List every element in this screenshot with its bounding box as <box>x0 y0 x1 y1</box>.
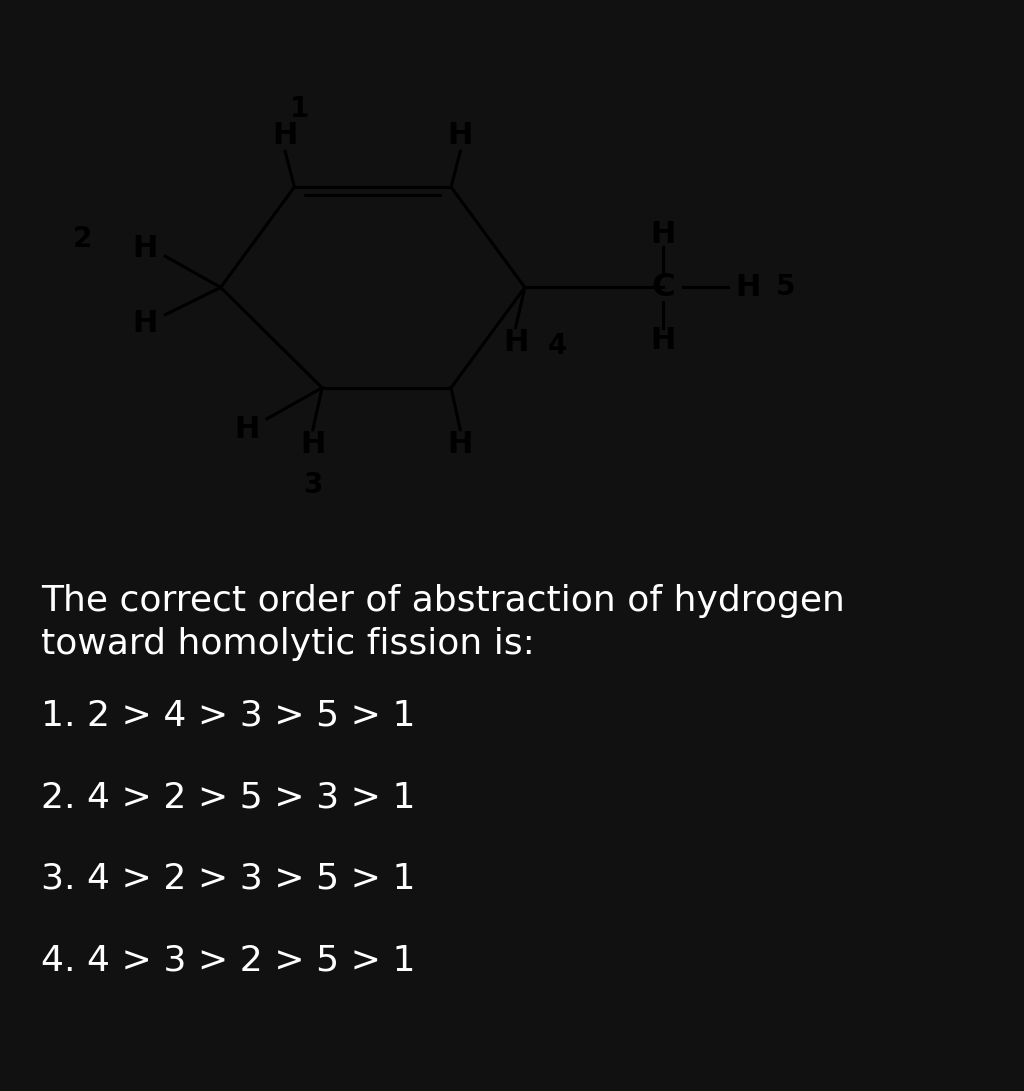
Text: H: H <box>503 328 528 357</box>
Text: 5: 5 <box>775 274 795 301</box>
Text: H: H <box>735 273 761 302</box>
Text: H: H <box>447 430 473 459</box>
Text: 3. 4 > 2 > 3 > 5 > 1: 3. 4 > 2 > 3 > 5 > 1 <box>41 862 416 896</box>
Text: toward homolytic fission is:: toward homolytic fission is: <box>41 627 535 661</box>
Text: H: H <box>132 309 158 337</box>
Text: 1: 1 <box>290 95 308 123</box>
Text: H: H <box>650 326 676 355</box>
Text: 3: 3 <box>303 471 323 499</box>
Text: 2. 4 > 2 > 5 > 3 > 1: 2. 4 > 2 > 5 > 3 > 1 <box>41 780 416 814</box>
Text: 1. 2 > 4 > 3 > 5 > 1: 1. 2 > 4 > 3 > 5 > 1 <box>41 698 416 732</box>
Text: The correct order of abstraction of hydrogen: The correct order of abstraction of hydr… <box>41 584 845 618</box>
Text: H: H <box>650 219 676 249</box>
Text: H: H <box>132 235 158 263</box>
Text: 4. 4 > 3 > 2 > 5 > 1: 4. 4 > 3 > 2 > 5 > 1 <box>41 944 416 978</box>
Text: 2: 2 <box>73 225 92 253</box>
Text: H: H <box>447 121 473 149</box>
Text: C: C <box>651 272 675 303</box>
Text: 4: 4 <box>548 332 566 360</box>
Text: H: H <box>300 430 326 459</box>
Text: H: H <box>272 121 298 149</box>
Text: H: H <box>233 416 259 444</box>
